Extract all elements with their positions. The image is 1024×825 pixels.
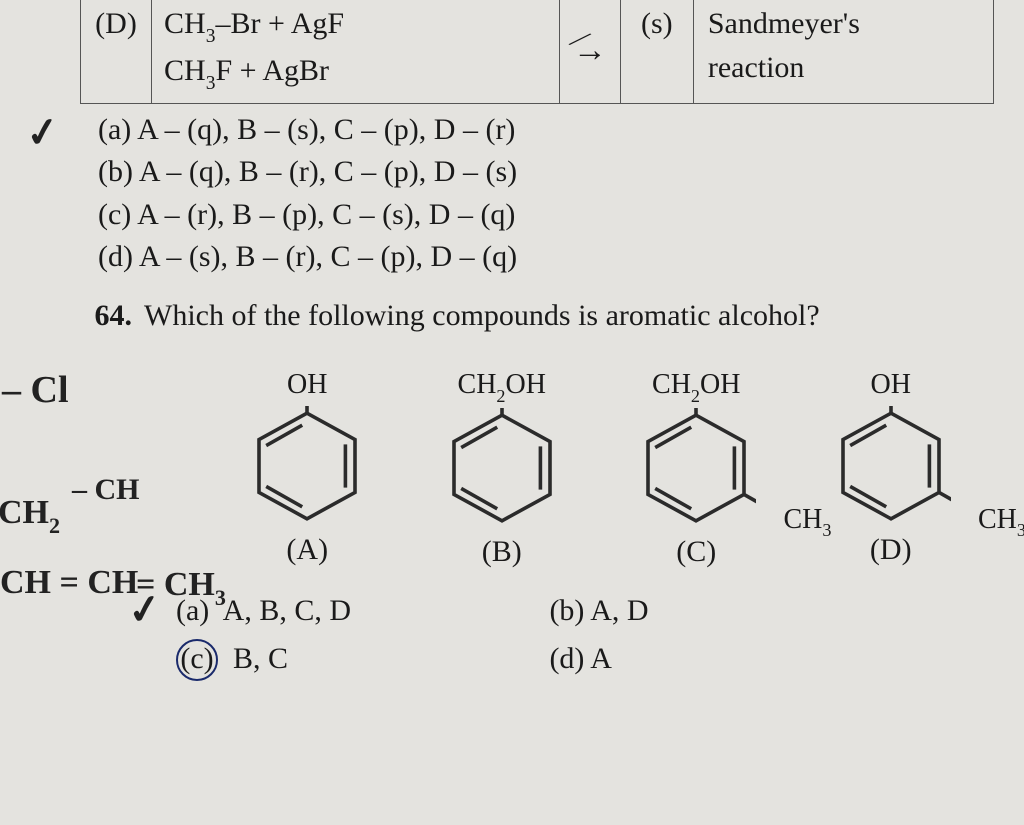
q64-text: Which of the following compounds is arom… — [144, 296, 994, 337]
mol-b-bottom: (B) — [482, 532, 522, 573]
molecule-a: OH (A) — [210, 366, 405, 573]
mol-d-top: OH — [871, 366, 911, 404]
match-s-label: (s) — [621, 0, 694, 103]
answer-c: (c) B, C — [176, 635, 549, 685]
option-d: (d) A – (s), B – (r), C – (p), D – (q) — [98, 237, 994, 278]
mol-b-top: CH2OH — [458, 366, 546, 406]
handwriting-cl: – Cl — [2, 365, 69, 416]
option-a: (a) A – (q), B – (s), C – (p), D – (r) — [98, 110, 994, 151]
tick-icon: ✓ — [22, 103, 63, 161]
handwriting-ch-eq: CH = CH — [0, 560, 138, 606]
answer-d: (d) A — [549, 635, 922, 685]
answer-b: (b) A, D — [549, 587, 922, 636]
q64-answers: ✓ (a) A, B, C, D (b) A, D (c) B, C (d) A — [176, 587, 954, 686]
benzene-ring-icon — [442, 408, 562, 528]
answer-a-pre: (a) — [176, 594, 209, 627]
molecule-row: OH (A) CH2OH — [210, 366, 988, 573]
mol-d-methyl: CH3 — [978, 501, 1024, 541]
benzene-ring-icon — [247, 406, 367, 526]
option-b: (b) A – (q), B – (r), C – (p), D – (s) — [98, 152, 994, 193]
q63-options: ✓ (a) A – (q), B – (s), C – (p), D – (r)… — [98, 110, 994, 278]
q64-number: 64. — [60, 296, 132, 337]
eq-line2: CH3F + AgBr — [164, 54, 329, 87]
mol-c-bottom: (C) — [676, 532, 716, 573]
match-letter: (D) — [81, 0, 152, 103]
mol-a-top: OH — [287, 366, 327, 404]
circled-option-icon: (c) — [176, 639, 218, 681]
molecule-b: CH2OH (B) — [405, 366, 600, 573]
molecule-d: OH CH3 (D) — [794, 366, 989, 573]
benzene-ring-icon — [831, 406, 951, 526]
reaction-arrow: → ∕ — [560, 0, 621, 103]
cutoff-text — [0, 799, 1024, 825]
benzene-ring-icon — [636, 408, 756, 528]
mol-a-bottom: (A) — [286, 530, 328, 571]
eq-line1: CH3–Br + AgF — [164, 7, 344, 40]
option-c: (c) A – (r), B – (p), C – (s), D – (q) — [98, 195, 994, 236]
molecule-c: CH2OH CH3 (C) — [599, 366, 794, 573]
match-equation: CH3–Br + AgF CH3F + AgBr — [152, 0, 560, 103]
q64-stem: 64. Which of the following compounds is … — [60, 296, 994, 337]
mol-d-bottom: (D) — [870, 530, 912, 571]
match-reaction-name: Sandmeyer's reaction — [694, 0, 993, 103]
match-table-row-d: (D) CH3–Br + AgF CH3F + AgBr → ∕ (s) San… — [80, 0, 994, 104]
handwriting-ch-top: – CH — [72, 470, 140, 511]
answer-a: ✓ (a) A, B, C, D — [176, 587, 549, 636]
arrow-glyph: → ∕ — [573, 28, 607, 74]
mol-c-top: CH2OH — [652, 366, 740, 406]
handwriting-ch2: CH2 — [0, 490, 60, 539]
